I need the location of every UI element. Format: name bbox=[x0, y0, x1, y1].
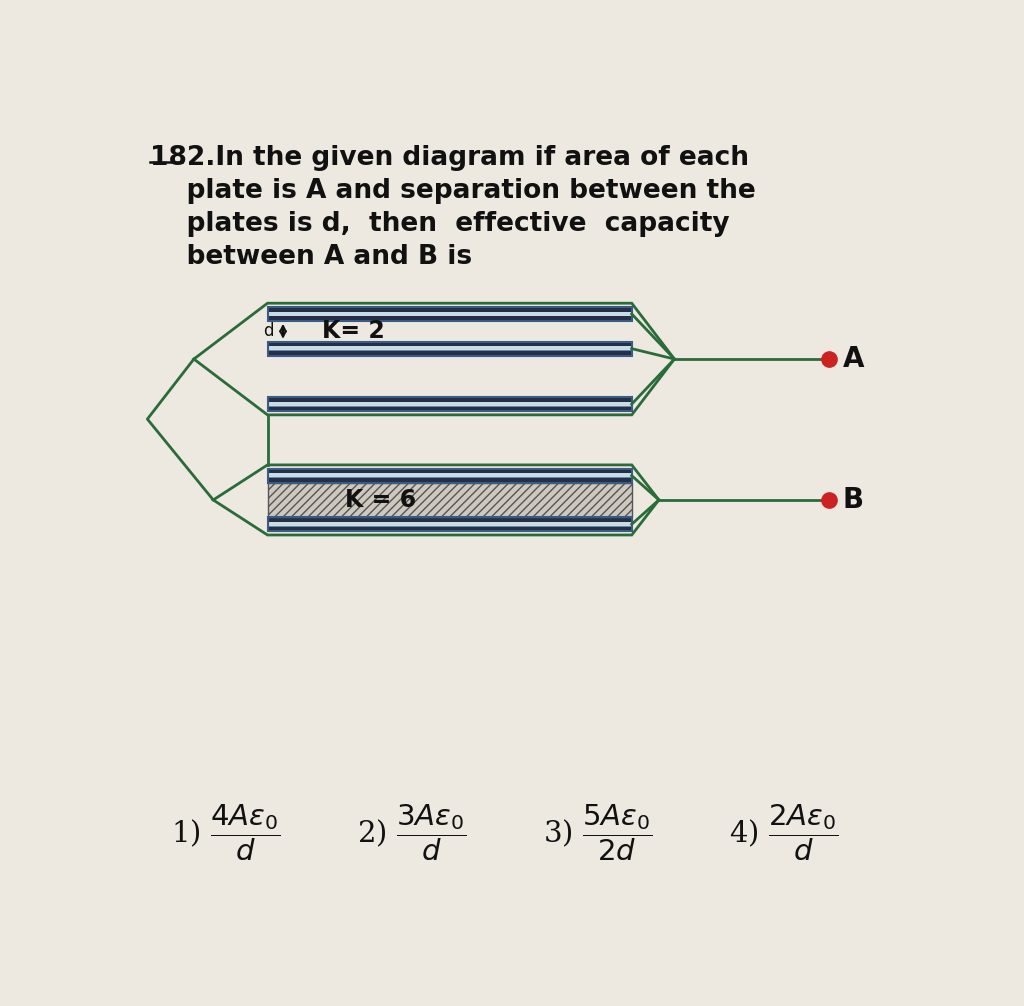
Bar bbox=[267, 307, 632, 321]
Text: A: A bbox=[843, 345, 864, 373]
Text: d: d bbox=[263, 322, 273, 340]
Bar bbox=[267, 307, 632, 321]
Bar bbox=[267, 351, 632, 355]
Bar bbox=[267, 397, 632, 411]
Bar bbox=[267, 517, 632, 531]
Bar bbox=[267, 342, 632, 355]
Bar bbox=[267, 526, 632, 531]
Bar bbox=[267, 469, 632, 473]
Text: between A and B is: between A and B is bbox=[150, 243, 472, 270]
Bar bbox=[267, 397, 632, 401]
Bar bbox=[267, 342, 632, 355]
Bar bbox=[267, 522, 632, 526]
Bar bbox=[267, 397, 632, 411]
Bar bbox=[267, 478, 632, 483]
Bar bbox=[267, 342, 632, 346]
Bar bbox=[267, 469, 632, 483]
Bar bbox=[267, 401, 632, 405]
Bar bbox=[267, 469, 632, 483]
Text: K= 2: K= 2 bbox=[322, 319, 384, 343]
Bar bbox=[267, 517, 632, 522]
Bar bbox=[267, 307, 632, 312]
Text: plate is A and separation between the: plate is A and separation between the bbox=[150, 178, 756, 203]
Text: 4) $\dfrac{2A\varepsilon_0}{d}$: 4) $\dfrac{2A\varepsilon_0}{d}$ bbox=[729, 802, 838, 863]
Text: 182.In the given diagram if area of each: 182.In the given diagram if area of each bbox=[150, 145, 749, 171]
Text: 3) $\dfrac{5A\varepsilon_0}{2d}$: 3) $\dfrac{5A\varepsilon_0}{2d}$ bbox=[543, 802, 651, 863]
Text: 2) $\dfrac{3A\varepsilon_0}{d}$: 2) $\dfrac{3A\varepsilon_0}{d}$ bbox=[356, 802, 466, 863]
Bar bbox=[267, 483, 632, 517]
Text: 1) $\dfrac{4A\varepsilon_0}{d}$: 1) $\dfrac{4A\varepsilon_0}{d}$ bbox=[171, 802, 280, 863]
Text: B: B bbox=[843, 486, 863, 514]
Text: K = 6: K = 6 bbox=[345, 488, 416, 512]
Bar bbox=[267, 406, 632, 411]
Bar bbox=[267, 517, 632, 531]
Bar bbox=[267, 317, 632, 321]
Bar bbox=[267, 312, 632, 316]
Text: plates is d,  then  effective  capacity: plates is d, then effective capacity bbox=[150, 211, 729, 236]
Bar bbox=[267, 483, 632, 517]
Bar bbox=[267, 346, 632, 350]
Bar bbox=[267, 473, 632, 478]
